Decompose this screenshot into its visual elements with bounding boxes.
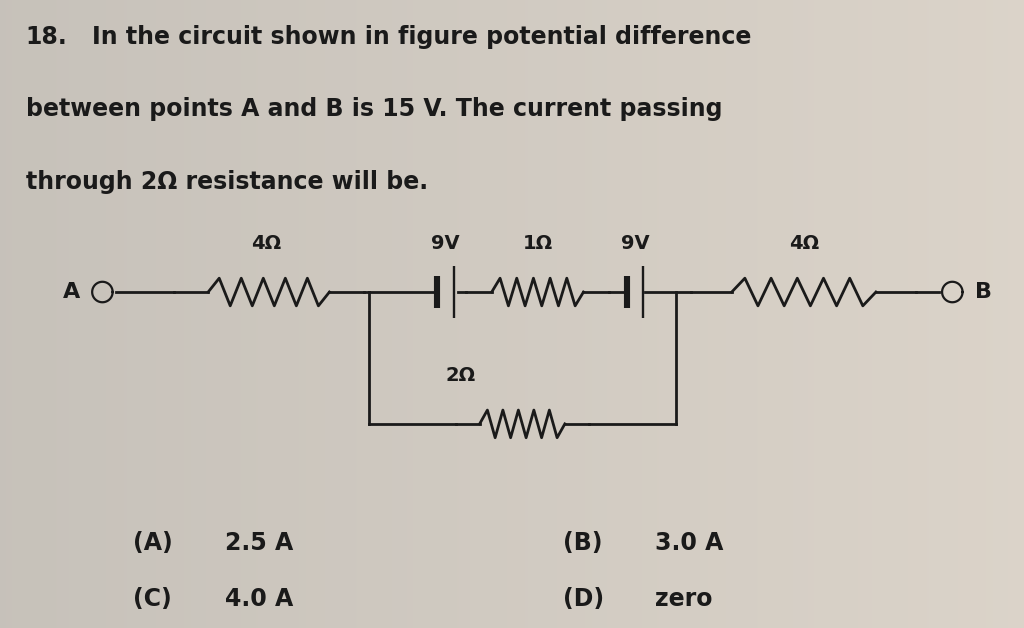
- Text: (D): (D): [563, 587, 604, 611]
- Text: through 2Ω resistance will be.: through 2Ω resistance will be.: [26, 170, 428, 193]
- Text: between points A and B is 15 V. The current passing: between points A and B is 15 V. The curr…: [26, 97, 722, 121]
- Text: zero: zero: [655, 587, 713, 611]
- Text: 4Ω: 4Ω: [251, 234, 282, 253]
- Text: 4Ω: 4Ω: [788, 234, 819, 253]
- Text: 9V: 9V: [621, 234, 649, 253]
- Text: (A): (A): [133, 531, 173, 555]
- Text: A: A: [63, 282, 80, 302]
- Text: In the circuit shown in figure potential difference: In the circuit shown in figure potential…: [92, 25, 752, 49]
- Text: B: B: [975, 282, 991, 302]
- Text: (B): (B): [563, 531, 603, 555]
- Text: 18.: 18.: [26, 25, 68, 49]
- Text: 3.0 A: 3.0 A: [655, 531, 724, 555]
- Text: 9V: 9V: [431, 234, 460, 253]
- Text: 1Ω: 1Ω: [522, 234, 553, 253]
- Text: 2Ω: 2Ω: [445, 366, 476, 385]
- Text: 2.5 A: 2.5 A: [225, 531, 294, 555]
- Text: (C): (C): [133, 587, 172, 611]
- Text: 4.0 A: 4.0 A: [225, 587, 294, 611]
